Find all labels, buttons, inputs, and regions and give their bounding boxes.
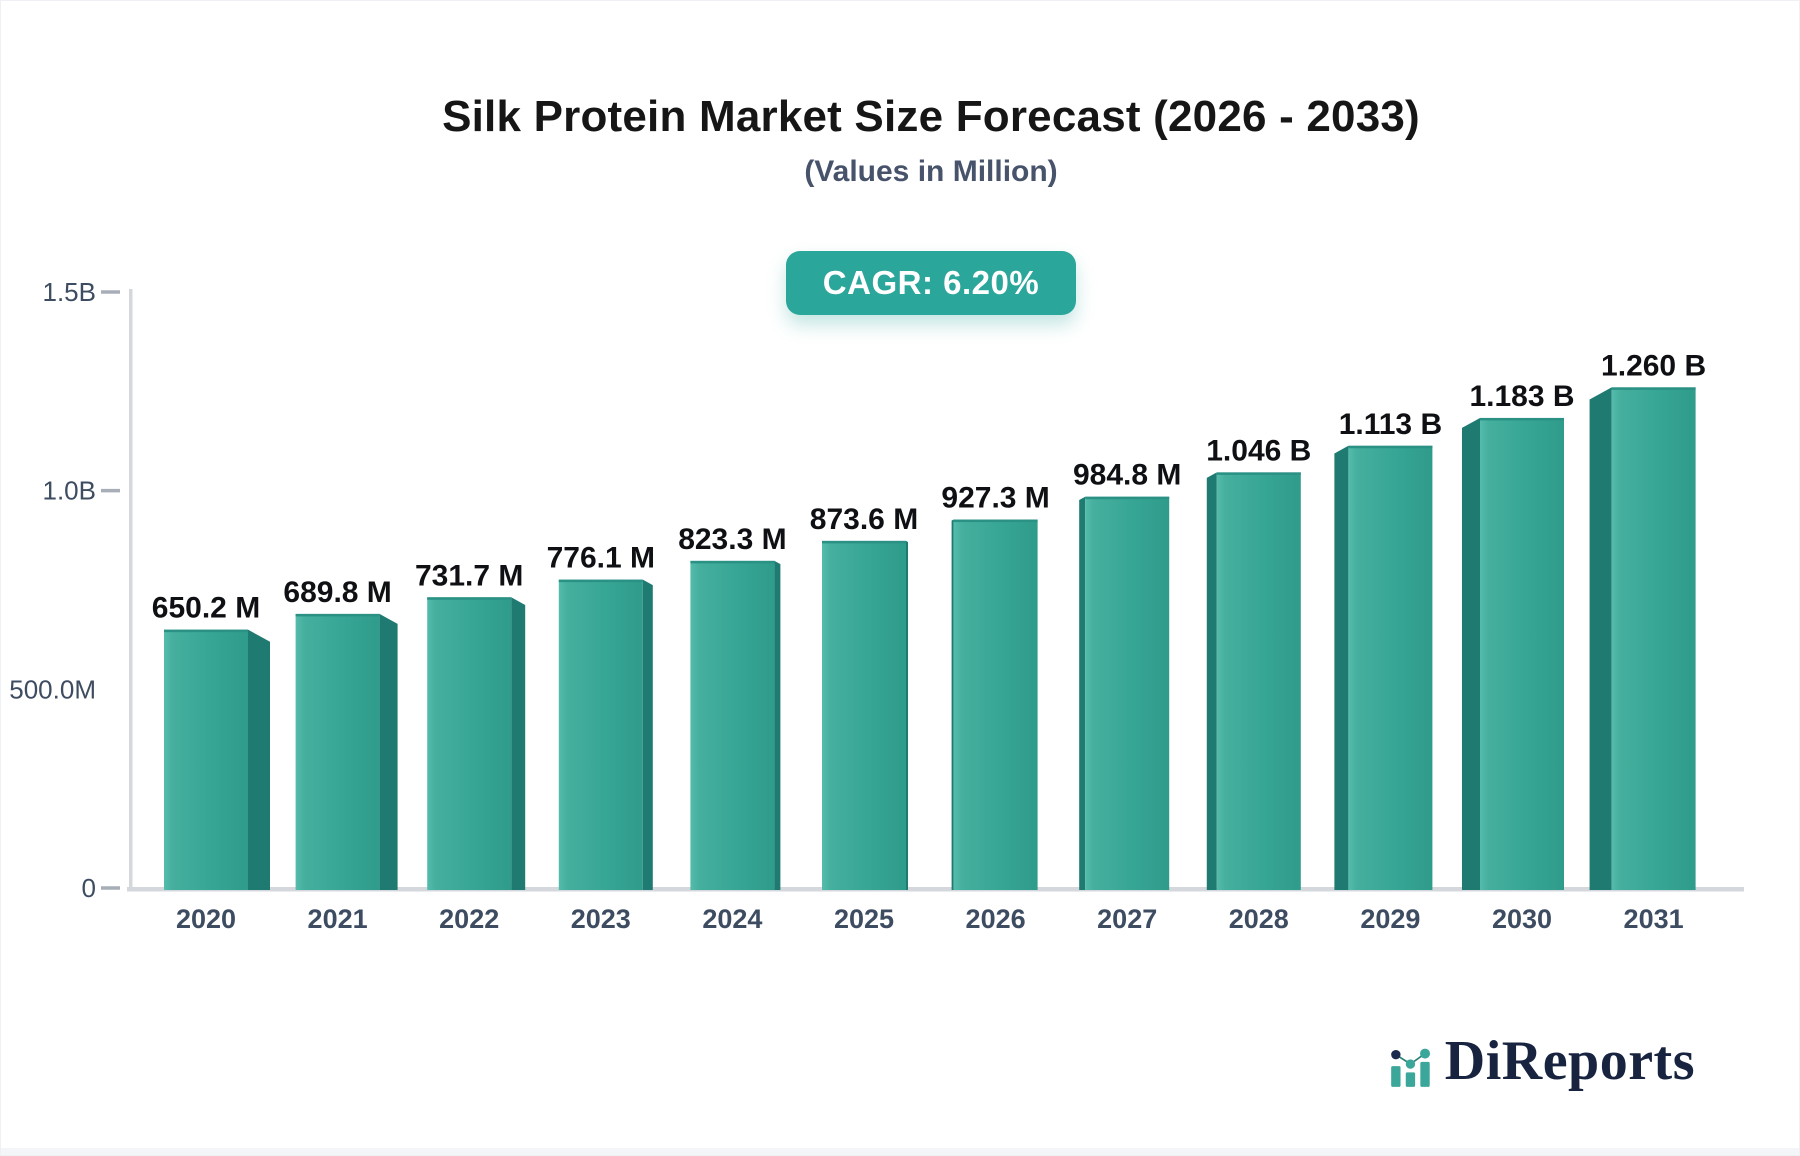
chart-subtitle: (Values in Million) bbox=[804, 155, 1058, 188]
bar-value-label: 731.7 M bbox=[415, 559, 523, 592]
bar-value-label: 873.6 M bbox=[810, 503, 918, 536]
bar-side-3d bbox=[642, 579, 653, 890]
x-axis-label: 2028 bbox=[1229, 904, 1289, 934]
bar-2022[interactable] bbox=[427, 597, 512, 890]
y-axis-label: 1.5B bbox=[43, 277, 97, 307]
bottom-strip bbox=[1, 1148, 1799, 1155]
bar-top-edge bbox=[558, 579, 643, 583]
brand-logo-text: DiReports bbox=[1444, 1030, 1695, 1092]
bar-2027[interactable] bbox=[1085, 496, 1170, 890]
x-axis-label: 2022 bbox=[439, 904, 499, 934]
bar-2024[interactable] bbox=[690, 560, 775, 890]
bar-2030[interactable] bbox=[1480, 417, 1564, 890]
bar-value-label: 1.046 B bbox=[1206, 434, 1311, 467]
cagr-badge: CAGR: 6.20% bbox=[785, 251, 1077, 315]
logo-bar bbox=[1390, 1066, 1401, 1087]
x-axis-label: 2025 bbox=[834, 904, 894, 934]
bar-top-edge bbox=[427, 597, 512, 600]
bar-top-edge bbox=[164, 629, 248, 633]
bar-side-3d bbox=[1589, 387, 1612, 890]
x-axis-label: 2026 bbox=[966, 904, 1026, 934]
bar-value-label: 927.3 M bbox=[941, 482, 1049, 515]
bar-side-3d bbox=[1334, 445, 1349, 890]
x-axis-label: 2021 bbox=[308, 904, 368, 934]
y-axis-label: 1.0B bbox=[43, 476, 97, 506]
chart-header: Silk Protein Market Size Forecast (2026 … bbox=[63, 93, 1799, 315]
bar-side-3d bbox=[774, 560, 781, 890]
bar-side-3d bbox=[511, 597, 526, 890]
logo-dot bbox=[1405, 1059, 1415, 1069]
bar-2028[interactable] bbox=[1216, 472, 1301, 890]
bar-side-3d bbox=[1206, 472, 1217, 890]
bar-top-edge bbox=[822, 540, 906, 544]
bar-side-3d bbox=[906, 540, 908, 890]
bar-2026[interactable] bbox=[953, 519, 1038, 890]
x-axis-label: 2029 bbox=[1360, 904, 1420, 934]
logo-dot bbox=[1390, 1049, 1401, 1060]
brand-logo-icon bbox=[1390, 1048, 1430, 1087]
bar-value-label: 1.113 B bbox=[1339, 408, 1442, 441]
logo-dot bbox=[1419, 1048, 1430, 1059]
bar-top-edge bbox=[1216, 472, 1301, 475]
chart-title: Silk Protein Market Size Forecast (2026 … bbox=[442, 92, 1420, 141]
bar-2020[interactable] bbox=[164, 629, 248, 890]
bar-top-edge bbox=[295, 613, 380, 617]
bar-side-3d bbox=[1461, 417, 1480, 890]
logo-bar bbox=[1405, 1072, 1415, 1087]
bar-2031[interactable] bbox=[1611, 387, 1696, 890]
bar-top-edge bbox=[1085, 496, 1170, 500]
y-axis-line bbox=[129, 289, 133, 890]
x-axis-label: 2031 bbox=[1624, 904, 1684, 934]
bar-side-3d bbox=[1079, 496, 1086, 890]
x-axis-line bbox=[127, 887, 1744, 892]
x-axis-label: 2027 bbox=[1097, 904, 1157, 934]
bar-2021[interactable] bbox=[295, 613, 380, 890]
bar-value-label: 823.3 M bbox=[678, 523, 786, 556]
bar-2023[interactable] bbox=[558, 579, 643, 890]
y-axis-label: 0 bbox=[82, 873, 96, 903]
x-axis-label: 2020 bbox=[176, 904, 236, 934]
bar-value-label: 1.183 B bbox=[1469, 380, 1574, 413]
bar-value-label: 1.260 B bbox=[1601, 349, 1706, 382]
bar-value-label: 689.8 M bbox=[283, 576, 391, 609]
x-axis-label: 2030 bbox=[1492, 904, 1552, 934]
brand-logo: DiReports bbox=[1387, 1025, 1695, 1089]
x-axis-label: 2023 bbox=[571, 904, 631, 934]
logo-bar bbox=[1420, 1061, 1430, 1087]
bar-2029[interactable] bbox=[1348, 445, 1433, 890]
bar-top-edge bbox=[1480, 417, 1564, 421]
bar-value-label: 984.8 M bbox=[1073, 459, 1181, 492]
bar-top-edge bbox=[953, 519, 1038, 523]
bar-top-edge bbox=[690, 560, 775, 564]
y-axis-label: 500.0M bbox=[9, 674, 96, 704]
x-axis-label: 2024 bbox=[702, 904, 762, 934]
bar-value-label: 776.1 M bbox=[547, 542, 655, 575]
bar-top-edge bbox=[1348, 445, 1433, 449]
bar-2025[interactable] bbox=[822, 540, 906, 890]
bar-side-3d bbox=[379, 613, 398, 890]
bar-value-label: 650.2 M bbox=[152, 592, 260, 625]
bar-side-3d bbox=[248, 629, 270, 890]
bar-top-edge bbox=[1611, 387, 1696, 390]
bar-side-3d bbox=[951, 519, 954, 890]
